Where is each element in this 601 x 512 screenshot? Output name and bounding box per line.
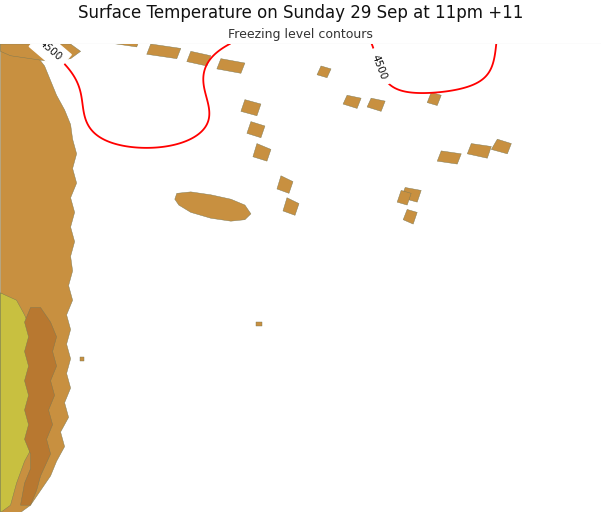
Text: 4500: 4500 (37, 38, 64, 63)
Text: Freezing level contours: Freezing level contours (228, 28, 373, 41)
Text: 4500: 4500 (370, 53, 388, 81)
Text: Surface Temperature on Sunday 29 Sep at 11pm +11: Surface Temperature on Sunday 29 Sep at … (78, 4, 523, 22)
